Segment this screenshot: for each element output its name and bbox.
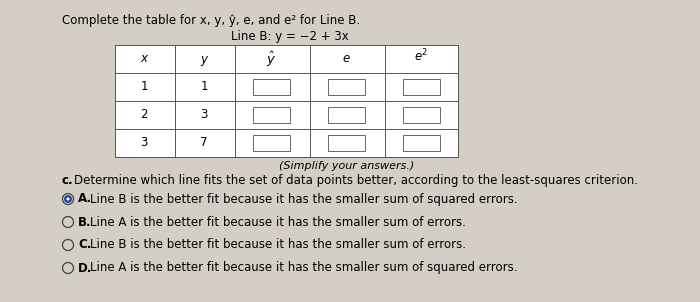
Text: 1: 1: [200, 81, 208, 94]
Text: Line A is the better fit because it has the smaller sum of squared errors.: Line A is the better fit because it has …: [90, 262, 517, 275]
Circle shape: [64, 195, 72, 203]
Bar: [253, 79, 290, 95]
Text: 7: 7: [200, 137, 208, 149]
Circle shape: [66, 198, 69, 201]
Text: A.: A.: [78, 192, 92, 205]
Text: e: e: [343, 53, 350, 66]
Text: 1: 1: [140, 81, 148, 94]
Text: x: x: [141, 53, 148, 66]
Text: Line A is the better fit because it has the smaller sum of errors.: Line A is the better fit because it has …: [90, 216, 466, 229]
Text: 3: 3: [200, 108, 208, 121]
Text: $e^2$: $e^2$: [414, 48, 428, 64]
Text: (Simplify your answers.): (Simplify your answers.): [279, 161, 414, 171]
Text: y: y: [200, 53, 207, 66]
Text: Determine which line fits the set of data points better, according to the least-: Determine which line fits the set of dat…: [74, 174, 638, 187]
Bar: [328, 135, 365, 151]
Text: 2: 2: [140, 108, 148, 121]
Text: Line B is the better fit because it has the smaller sum of errors.: Line B is the better fit because it has …: [90, 239, 466, 252]
Text: c.: c.: [62, 174, 74, 187]
Bar: [402, 107, 440, 124]
Bar: [402, 79, 440, 95]
Text: B.: B.: [78, 216, 92, 229]
Text: C.: C.: [78, 239, 92, 252]
Text: Line B is the better fit because it has the smaller sum of squared errors.: Line B is the better fit because it has …: [90, 192, 517, 205]
Bar: [402, 135, 440, 151]
Bar: [328, 107, 365, 124]
Text: $\hat{y}$: $\hat{y}$: [266, 50, 276, 69]
Text: Line B: y = −2 + 3x: Line B: y = −2 + 3x: [231, 30, 349, 43]
Text: Complete the table for x, y, ŷ, e, and e² for Line B.: Complete the table for x, y, ŷ, e, and e…: [62, 14, 360, 27]
Bar: [115, 45, 458, 157]
Bar: [253, 107, 290, 124]
Bar: [328, 79, 365, 95]
Text: 3: 3: [140, 137, 148, 149]
Bar: [253, 135, 290, 151]
Text: D.: D.: [78, 262, 92, 275]
